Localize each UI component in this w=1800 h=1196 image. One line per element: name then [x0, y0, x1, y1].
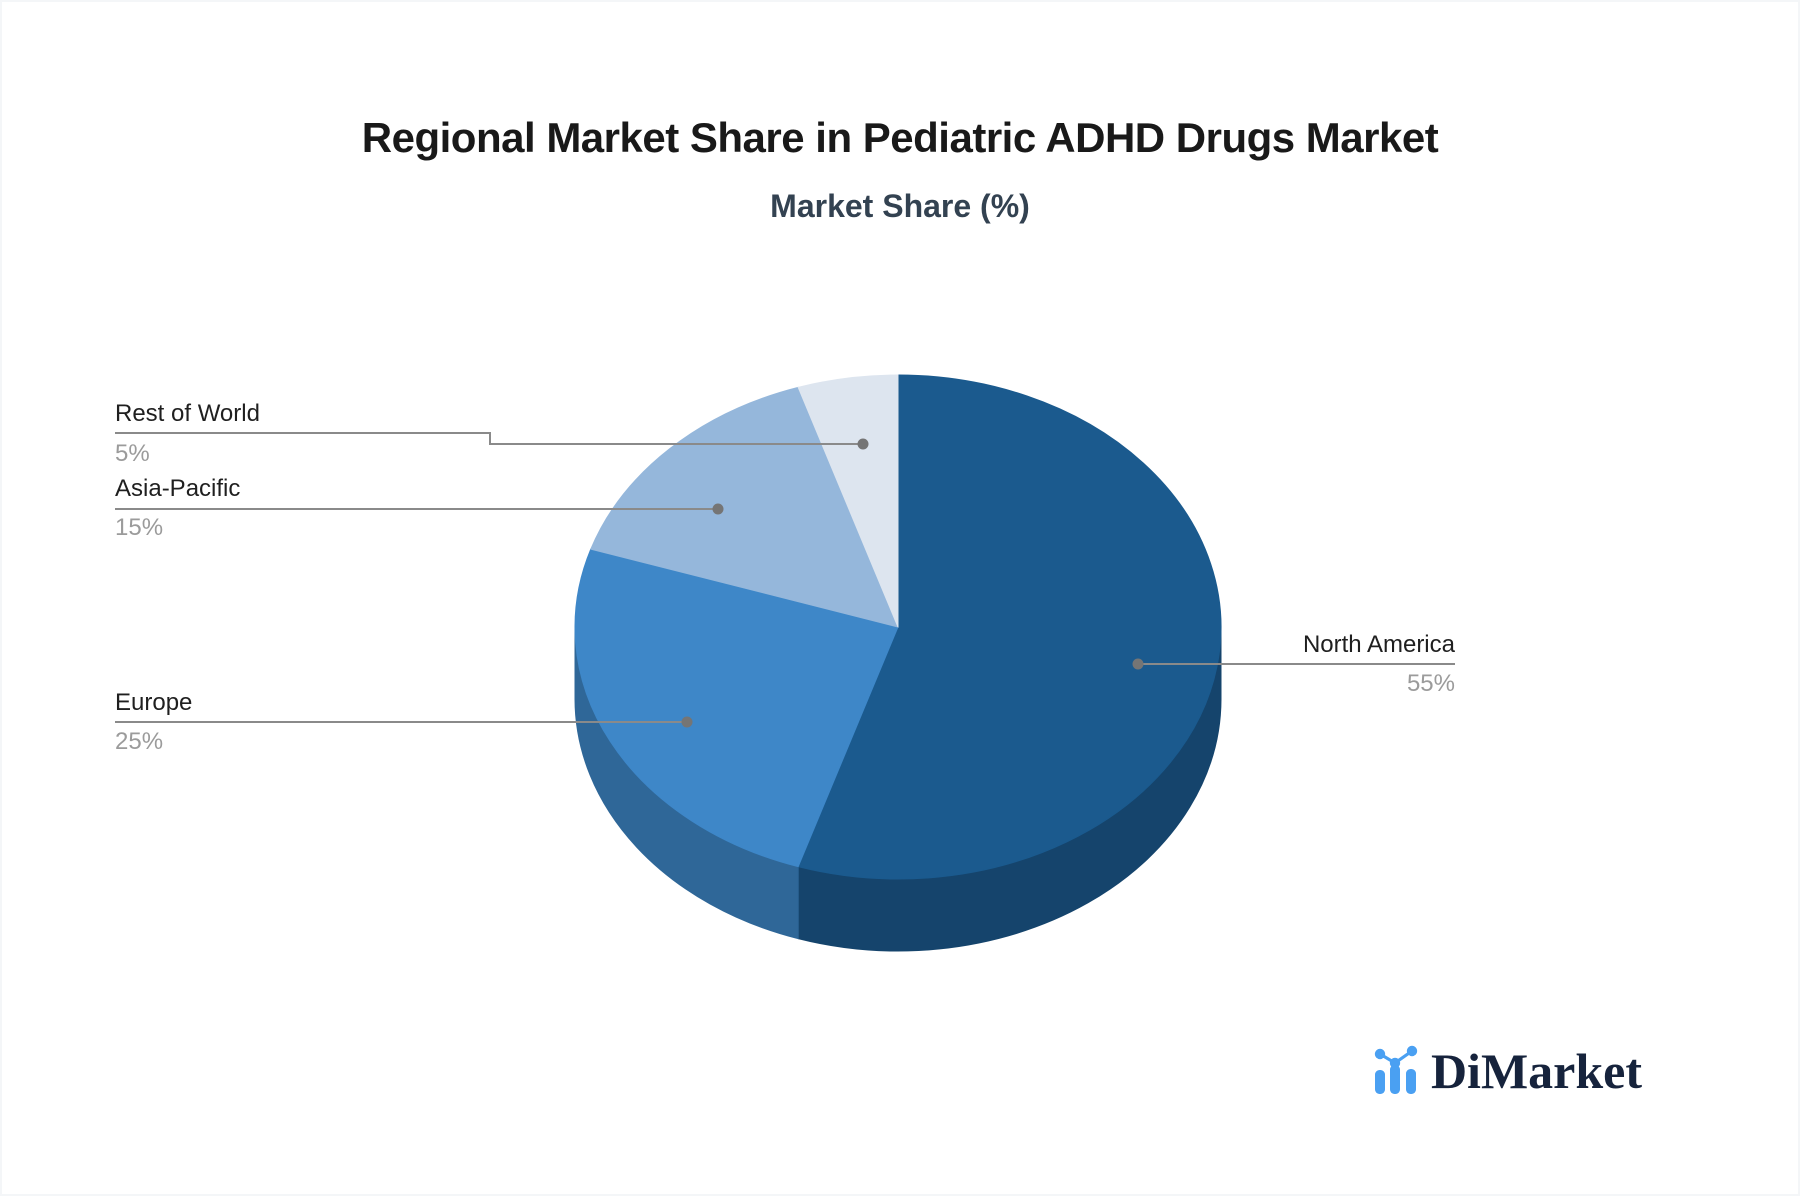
- pie-slice-north-america[interactable]: [797, 374, 1222, 880]
- slice-pct-europe: 25%: [115, 728, 164, 755]
- slice-pct-asia-pacific: 15%: [115, 514, 164, 541]
- slice-pct-north-america: 55%: [1406, 670, 1455, 697]
- slice-label-rest-of-world: Rest of World: [115, 400, 260, 427]
- connector-dot-asia-pacific: [712, 503, 724, 515]
- pie-slice-asia-pacific[interactable]: [590, 386, 899, 628]
- slice-label-europe: Europe: [115, 689, 193, 716]
- slice-label-north-america: North America: [1302, 631, 1455, 658]
- connector-dot-north-america: [1132, 658, 1144, 670]
- pie-slice-europe[interactable]: [574, 548, 899, 868]
- chart-title: Regional Market Share in Pediatric ADHD …: [361, 114, 1439, 161]
- slice-label-asia-pacific: Asia-Pacific: [115, 475, 241, 502]
- brand-name: DiMarket: [1430, 1043, 1642, 1099]
- chart-subtitle: Market Share (%): [770, 188, 1030, 224]
- pie-slice-rest-of-world[interactable]: [797, 374, 899, 628]
- connector-line-rest-of-world: [115, 432, 863, 445]
- connector-dot-rest-of-world: [857, 438, 869, 450]
- brand-logo: DiMarket: [1373, 1042, 1642, 1098]
- connector-dot-europe: [681, 716, 693, 728]
- bar-chart-trend-icon: [1374, 1045, 1418, 1094]
- slice-pct-rest-of-world: 5%: [115, 440, 150, 467]
